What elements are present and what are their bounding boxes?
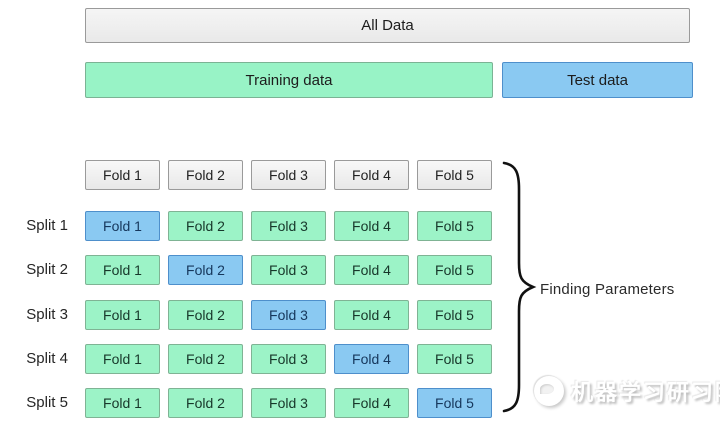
train-fold-cell: Fold 2: [168, 211, 243, 241]
test-fold-cell: Fold 3: [251, 300, 326, 330]
training-data-bar: Training data: [85, 62, 493, 98]
test-fold-cell: Fold 5: [417, 388, 492, 418]
train-fold-cell: Fold 5: [417, 255, 492, 285]
split-label: Split 2: [26, 261, 68, 278]
all-data-label: All Data: [361, 17, 414, 34]
train-fold-cell: Fold 3: [251, 211, 326, 241]
train-fold-cell: Fold 2: [168, 344, 243, 374]
split-label: Split 4: [26, 350, 68, 367]
test-fold-cell: Fold 2: [168, 255, 243, 285]
split-label: Split 5: [26, 394, 68, 411]
test-fold-cell: Fold 4: [334, 344, 409, 374]
train-fold-cell: Fold 3: [251, 388, 326, 418]
watermark: 机器学习研习院: [534, 375, 720, 407]
train-fold-cell: Fold 4: [334, 300, 409, 330]
training-data-label: Training data: [245, 71, 333, 89]
train-fold-cell: Fold 1: [85, 388, 160, 418]
fold-header-cell: Fold 2: [168, 160, 243, 190]
fold-header-cell: Fold 1: [85, 160, 160, 190]
split-label: Split 3: [26, 306, 68, 323]
train-fold-cell: Fold 5: [417, 211, 492, 241]
fold-header-cell: Fold 4: [334, 160, 409, 190]
test-data-bar: Test data: [502, 62, 693, 98]
train-fold-cell: Fold 5: [417, 344, 492, 374]
test-fold-cell: Fold 1: [85, 211, 160, 241]
train-fold-cell: Fold 4: [334, 211, 409, 241]
train-fold-cell: Fold 5: [417, 300, 492, 330]
fold-row: Fold 1 Fold 2 Fold 3 Fold 4 Fold 5: [85, 388, 492, 418]
all-data-bar: All Data: [85, 8, 690, 43]
train-fold-cell: Fold 1: [85, 300, 160, 330]
train-fold-cell: Fold 2: [168, 388, 243, 418]
fold-row: Fold 1 Fold 2 Fold 3 Fold 4 Fold 5: [85, 211, 492, 241]
curly-brace: [502, 161, 537, 413]
fold-row: Fold 1 Fold 2 Fold 3 Fold 4 Fold 5: [85, 255, 492, 285]
train-fold-cell: Fold 4: [334, 388, 409, 418]
train-fold-cell: Fold 2: [168, 300, 243, 330]
watermark-text: 机器学习研习院: [571, 380, 720, 405]
fold-row: Fold 1 Fold 2 Fold 3 Fold 4 Fold 5: [85, 344, 492, 374]
train-fold-cell: Fold 4: [334, 255, 409, 285]
watermark-logo-icon: [534, 376, 564, 406]
fold-header-cell: Fold 5: [417, 160, 492, 190]
train-fold-cell: Fold 3: [251, 344, 326, 374]
train-fold-cell: Fold 1: [85, 344, 160, 374]
train-fold-cell: Fold 1: [85, 255, 160, 285]
split-label: Split 1: [26, 217, 68, 234]
fold-row: Fold 1 Fold 2 Fold 3 Fold 4 Fold 5: [85, 300, 492, 330]
fold-row: Fold 1 Fold 2 Fold 3 Fold 4 Fold 5: [85, 160, 492, 190]
test-data-label: Test data: [567, 71, 628, 89]
fold-header-cell: Fold 3: [251, 160, 326, 190]
train-fold-cell: Fold 3: [251, 255, 326, 285]
brace-label: Finding Parameters: [540, 281, 675, 298]
